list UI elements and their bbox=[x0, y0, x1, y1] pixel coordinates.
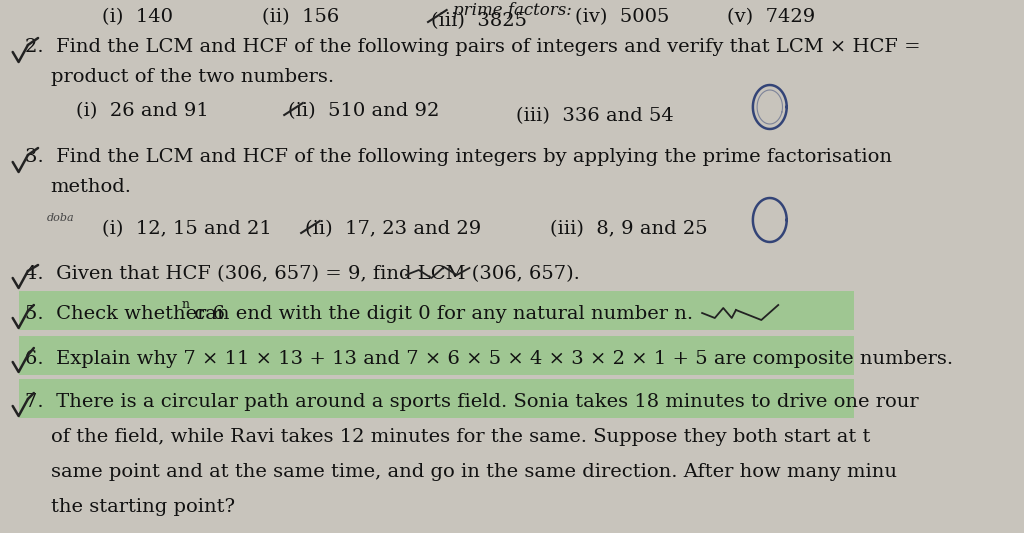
Text: (ii)  510 and 92: (ii) 510 and 92 bbox=[288, 102, 439, 120]
Text: can end with the digit 0 for any natural number n.: can end with the digit 0 for any natural… bbox=[187, 305, 693, 323]
Text: (ii)  156: (ii) 156 bbox=[262, 8, 340, 26]
Text: product of the two numbers.: product of the two numbers. bbox=[51, 68, 334, 86]
Text: same point and at the same time, and go in the same direction. After how many mi: same point and at the same time, and go … bbox=[51, 463, 897, 481]
Text: 3.  Find the LCM and HCF of the following integers by applying the prime factori: 3. Find the LCM and HCF of the following… bbox=[26, 148, 892, 166]
Bar bbox=[18, 336, 854, 375]
Text: (ii)  17, 23 and 29: (ii) 17, 23 and 29 bbox=[304, 220, 481, 238]
Text: 4.  Given that HCF (306, 657) = 9, find LCM (306, 657).: 4. Given that HCF (306, 657) = 9, find L… bbox=[26, 265, 581, 283]
Text: (iii)  3825: (iii) 3825 bbox=[431, 12, 527, 30]
Text: 2.  Find the LCM and HCF of the following pairs of integers and verify that LCM : 2. Find the LCM and HCF of the following… bbox=[26, 38, 921, 56]
Text: (iii)  336 and 54: (iii) 336 and 54 bbox=[516, 107, 674, 125]
Text: (v)  7429: (v) 7429 bbox=[727, 8, 816, 26]
Text: (i)  12, 15 and 21: (i) 12, 15 and 21 bbox=[101, 220, 271, 238]
Text: the starting point?: the starting point? bbox=[51, 498, 234, 516]
Text: doba: doba bbox=[46, 213, 74, 223]
Text: 5.  Check whether 6: 5. Check whether 6 bbox=[26, 305, 225, 323]
Text: 7.  There is a circular path around a sports field. Sonia takes 18 minutes to dr: 7. There is a circular path around a spo… bbox=[26, 393, 919, 411]
Text: (iv)  5005: (iv) 5005 bbox=[575, 8, 670, 26]
Text: (iii)  8, 9 and 25: (iii) 8, 9 and 25 bbox=[550, 220, 708, 238]
Text: method.: method. bbox=[51, 178, 132, 196]
Bar bbox=[18, 291, 854, 330]
Bar bbox=[18, 379, 854, 418]
Text: n: n bbox=[182, 298, 189, 311]
Text: (i)  140: (i) 140 bbox=[101, 8, 172, 26]
Text: prime factors:: prime factors: bbox=[453, 2, 571, 19]
Text: (i)  26 and 91: (i) 26 and 91 bbox=[76, 102, 209, 120]
Text: 6.  Explain why 7 × 11 × 13 + 13 and 7 × 6 × 5 × 4 × 3 × 2 × 1 + 5 are composite: 6. Explain why 7 × 11 × 13 + 13 and 7 × … bbox=[26, 350, 953, 368]
Text: of the field, while Ravi takes 12 minutes for the same. Suppose they both start : of the field, while Ravi takes 12 minute… bbox=[51, 428, 870, 446]
